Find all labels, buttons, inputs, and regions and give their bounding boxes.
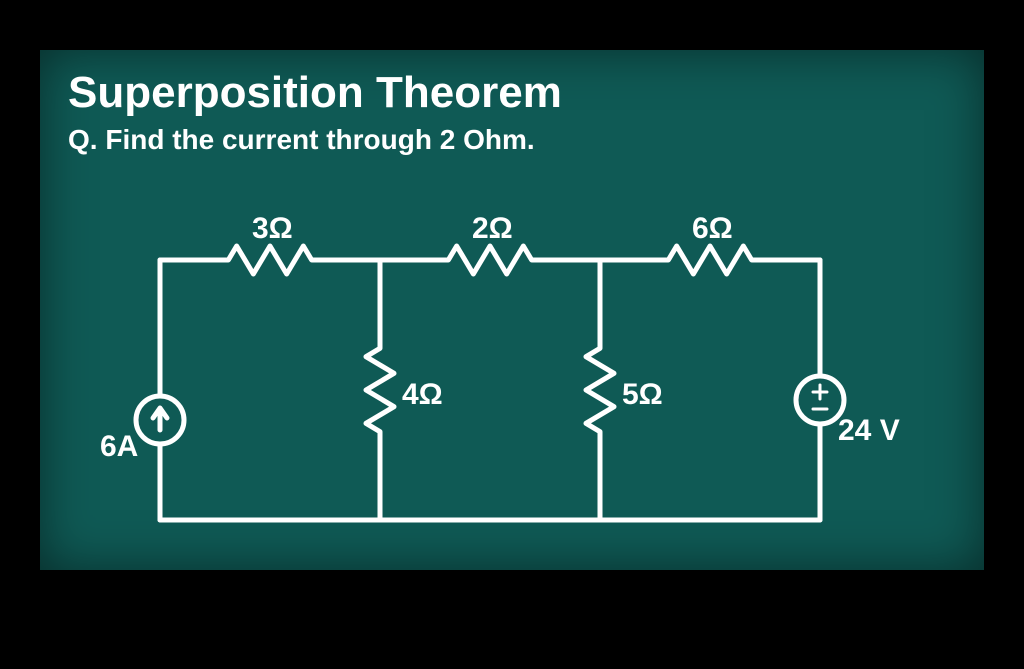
label-r5: 5Ω [622, 378, 663, 412]
slide-title: Superposition Theorem [40, 50, 984, 118]
circuit-diagram: 3Ω2Ω6Ω4Ω5Ω6A24 V [120, 220, 900, 540]
label-r4: 4Ω [402, 378, 443, 412]
label-r2: 2Ω [472, 212, 513, 246]
resistor-r4 [366, 340, 394, 440]
circuit-svg [120, 220, 900, 540]
chalkboard-screen: Superposition Theorem Q. Find the curren… [40, 50, 984, 570]
resistor-r3 [220, 246, 320, 274]
resistor-r2 [440, 246, 540, 274]
resistor-r5 [586, 340, 614, 440]
label-v24: 24 V [838, 414, 900, 448]
slide-question: Q. Find the current through 2 Ohm. [68, 124, 984, 156]
label-r3: 3Ω [252, 212, 293, 246]
label-r6: 6Ω [692, 212, 733, 246]
current-arrow-icon [153, 408, 167, 430]
resistor-r6 [660, 246, 760, 274]
label-i6: 6A [100, 430, 138, 464]
plus-icon [813, 385, 827, 399]
